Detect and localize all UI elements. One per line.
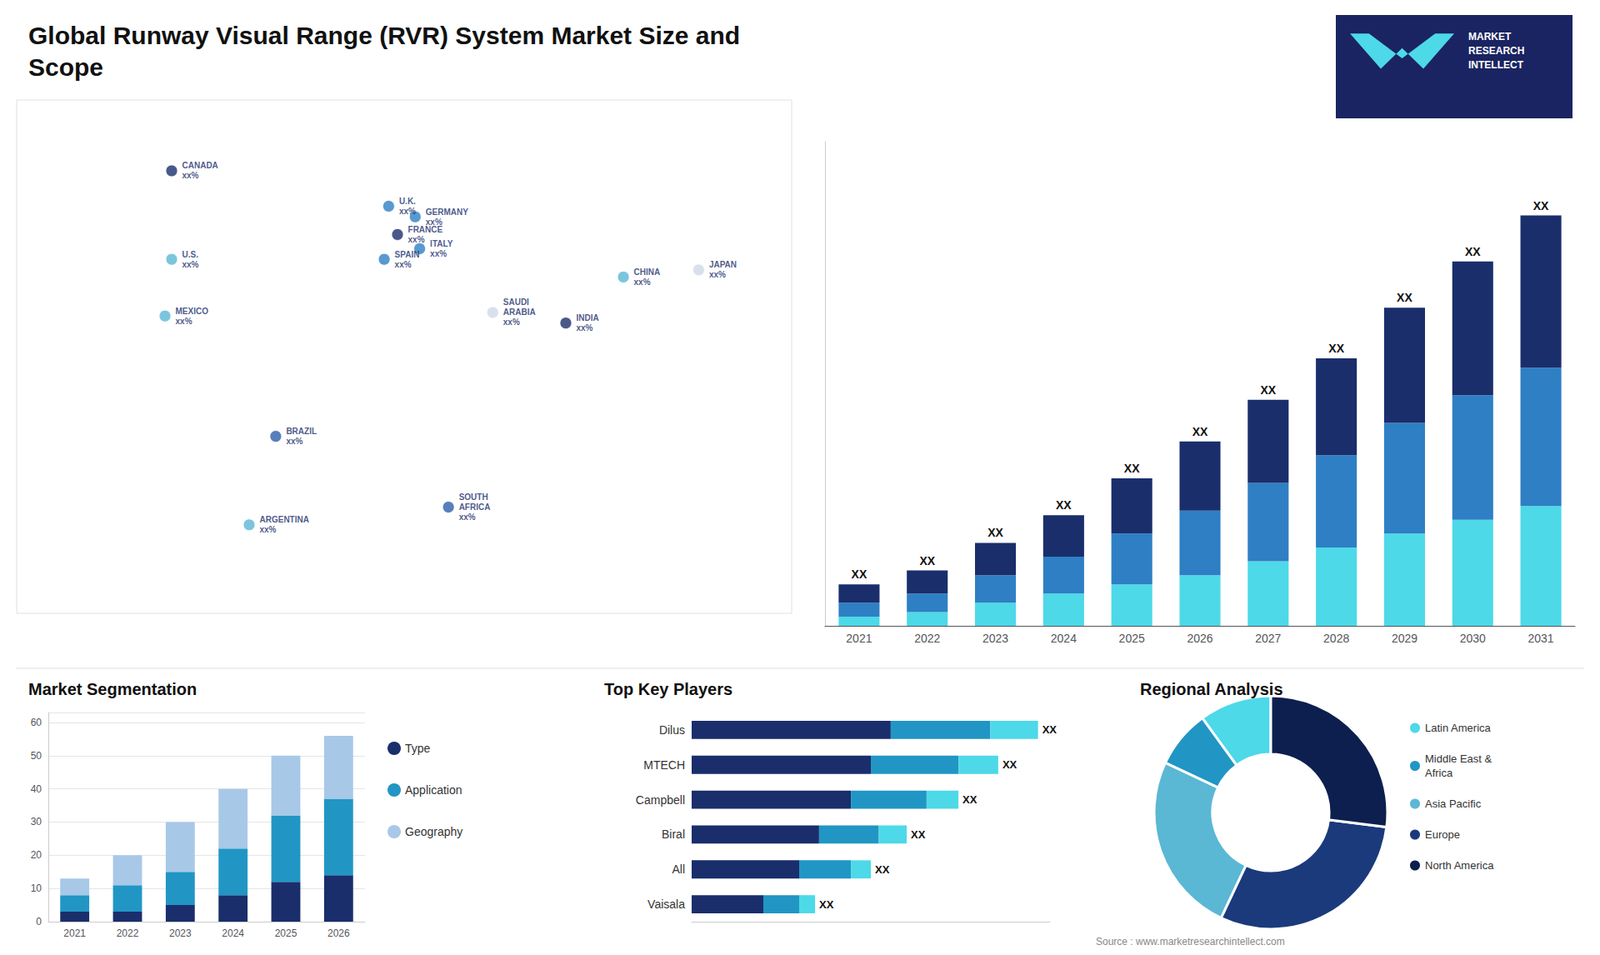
svg-text:2023: 2023 — [982, 631, 1009, 645]
svg-text:Source : www.marketresearchint: Source : www.marketresearchintellect.com — [1095, 935, 1285, 948]
svg-text:Vaisala: Vaisala — [647, 897, 685, 911]
svg-text:60: 60 — [30, 716, 43, 729]
svg-text:Type: Type — [405, 741, 431, 755]
svg-text:All: All — [671, 862, 685, 876]
svg-text:Market Segmentation: Market Segmentation — [28, 680, 197, 699]
svg-text:xx%: xx% — [182, 170, 200, 180]
svg-text:2031: 2031 — [1528, 631, 1555, 645]
svg-text:SOUTH: SOUTH — [459, 492, 489, 502]
svg-text:XX: XX — [1055, 498, 1072, 512]
svg-text:xx%: xx% — [709, 270, 726, 280]
svg-text:xx%: xx% — [408, 235, 425, 245]
svg-text:xx%: xx% — [430, 249, 447, 259]
svg-text:2021: 2021 — [63, 927, 86, 940]
svg-text:ARGENTINA: ARGENTINA — [260, 515, 310, 525]
svg-text:JAPAN: JAPAN — [709, 260, 737, 270]
svg-text:2027: 2027 — [1255, 631, 1281, 645]
svg-text:Scope: Scope — [28, 53, 104, 81]
svg-text:SPAIN: SPAIN — [395, 250, 420, 260]
svg-text:Asia Pacific: Asia Pacific — [1425, 797, 1482, 810]
svg-text:xx%: xx% — [395, 260, 412, 270]
svg-text:XX: XX — [910, 828, 926, 841]
svg-text:Campbell: Campbell — [635, 793, 685, 807]
svg-text:XX: XX — [1328, 341, 1345, 355]
svg-text:MEXICO: MEXICO — [175, 306, 210, 316]
svg-text:AFRICA: AFRICA — [459, 502, 491, 512]
svg-text:Middle East &: Middle East & — [1425, 752, 1493, 765]
svg-text:Biral: Biral — [661, 827, 685, 841]
svg-text:0: 0 — [35, 915, 42, 928]
svg-text:BRAZIL: BRAZIL — [285, 426, 317, 436]
svg-text:10: 10 — [30, 882, 43, 895]
svg-text:Top Key Players: Top Key Players — [604, 680, 733, 699]
svg-text:xx%: xx% — [399, 206, 416, 216]
svg-text:MTECH: MTECH — [643, 758, 685, 772]
svg-text:XX: XX — [851, 567, 868, 581]
svg-text:XX: XX — [1465, 245, 1481, 259]
svg-text:xx%: xx% — [182, 260, 200, 270]
svg-text:Global Runway Visual Range (RV: Global Runway Visual Range (RVR) System … — [28, 21, 740, 50]
svg-text:XX: XX — [1192, 425, 1209, 439]
svg-text:xx%: xx% — [503, 317, 520, 327]
svg-text:ITALY: ITALY — [430, 239, 454, 249]
svg-text:2024: 2024 — [1050, 631, 1077, 645]
svg-text:XX: XX — [1533, 199, 1550, 213]
svg-text:Africa: Africa — [1425, 766, 1454, 780]
svg-text:xx%: xx% — [425, 217, 443, 227]
svg-text:Latin America: Latin America — [1425, 721, 1492, 735]
svg-text:2026: 2026 — [327, 927, 350, 940]
svg-text:XX: XX — [1260, 383, 1276, 397]
svg-text:xx%: xx% — [175, 316, 193, 326]
svg-text:XX: XX — [1042, 723, 1058, 736]
svg-text:INTELLECT: INTELLECT — [1468, 59, 1525, 71]
svg-text:xx%: xx% — [575, 323, 593, 333]
svg-text:xx%: xx% — [634, 277, 651, 287]
svg-text:2024: 2024 — [221, 927, 245, 940]
svg-text:2021: 2021 — [845, 631, 872, 645]
svg-text:XX: XX — [1002, 758, 1018, 771]
svg-text:XX: XX — [1396, 290, 1413, 305]
svg-text:xx%: xx% — [459, 512, 476, 522]
svg-text:50: 50 — [30, 750, 43, 762]
svg-text:xx%: xx% — [285, 436, 303, 446]
svg-text:2030: 2030 — [1460, 631, 1486, 645]
svg-text:30: 30 — [30, 815, 43, 828]
svg-text:XX: XX — [819, 898, 835, 911]
svg-text:Application: Application — [405, 783, 463, 797]
svg-text:Geography: Geography — [405, 825, 463, 839]
svg-text:RESEARCH: RESEARCH — [1468, 45, 1525, 57]
svg-text:XX: XX — [987, 525, 1004, 540]
svg-text:Europe: Europe — [1425, 828, 1460, 841]
svg-text:U.S.: U.S. — [182, 250, 200, 260]
svg-text:2023: 2023 — [169, 927, 192, 940]
svg-text:SAUDI: SAUDI — [503, 297, 530, 307]
svg-text:2025: 2025 — [1119, 631, 1145, 645]
svg-text:XX: XX — [962, 793, 978, 806]
svg-text:2028: 2028 — [1323, 631, 1350, 645]
svg-text:2025: 2025 — [275, 927, 298, 940]
svg-text:XX: XX — [875, 863, 890, 876]
svg-text:20: 20 — [30, 849, 43, 861]
svg-text:XX: XX — [919, 554, 935, 568]
svg-text:2022: 2022 — [116, 927, 140, 940]
svg-text:U.K.: U.K. — [399, 196, 416, 206]
svg-text:40: 40 — [30, 783, 43, 795]
svg-text:FRANCE: FRANCE — [407, 224, 443, 235]
svg-text:2029: 2029 — [1391, 631, 1418, 645]
svg-text:Dilus: Dilus — [659, 723, 685, 737]
svg-text:CANADA: CANADA — [182, 160, 219, 170]
svg-text:Regional Analysis: Regional Analysis — [1140, 680, 1284, 699]
svg-text:INDIA: INDIA — [575, 313, 599, 323]
svg-text:CHINA: CHINA — [634, 267, 661, 277]
svg-text:2022: 2022 — [914, 631, 940, 645]
svg-text:North America: North America — [1425, 859, 1495, 872]
svg-text:xx%: xx% — [260, 525, 277, 535]
svg-text:2026: 2026 — [1186, 631, 1213, 645]
svg-text:ARABIA: ARABIA — [503, 307, 536, 317]
svg-text:XX: XX — [1124, 461, 1140, 475]
svg-text:MARKET: MARKET — [1468, 30, 1512, 43]
svg-text:GERMANY: GERMANY — [425, 207, 469, 217]
